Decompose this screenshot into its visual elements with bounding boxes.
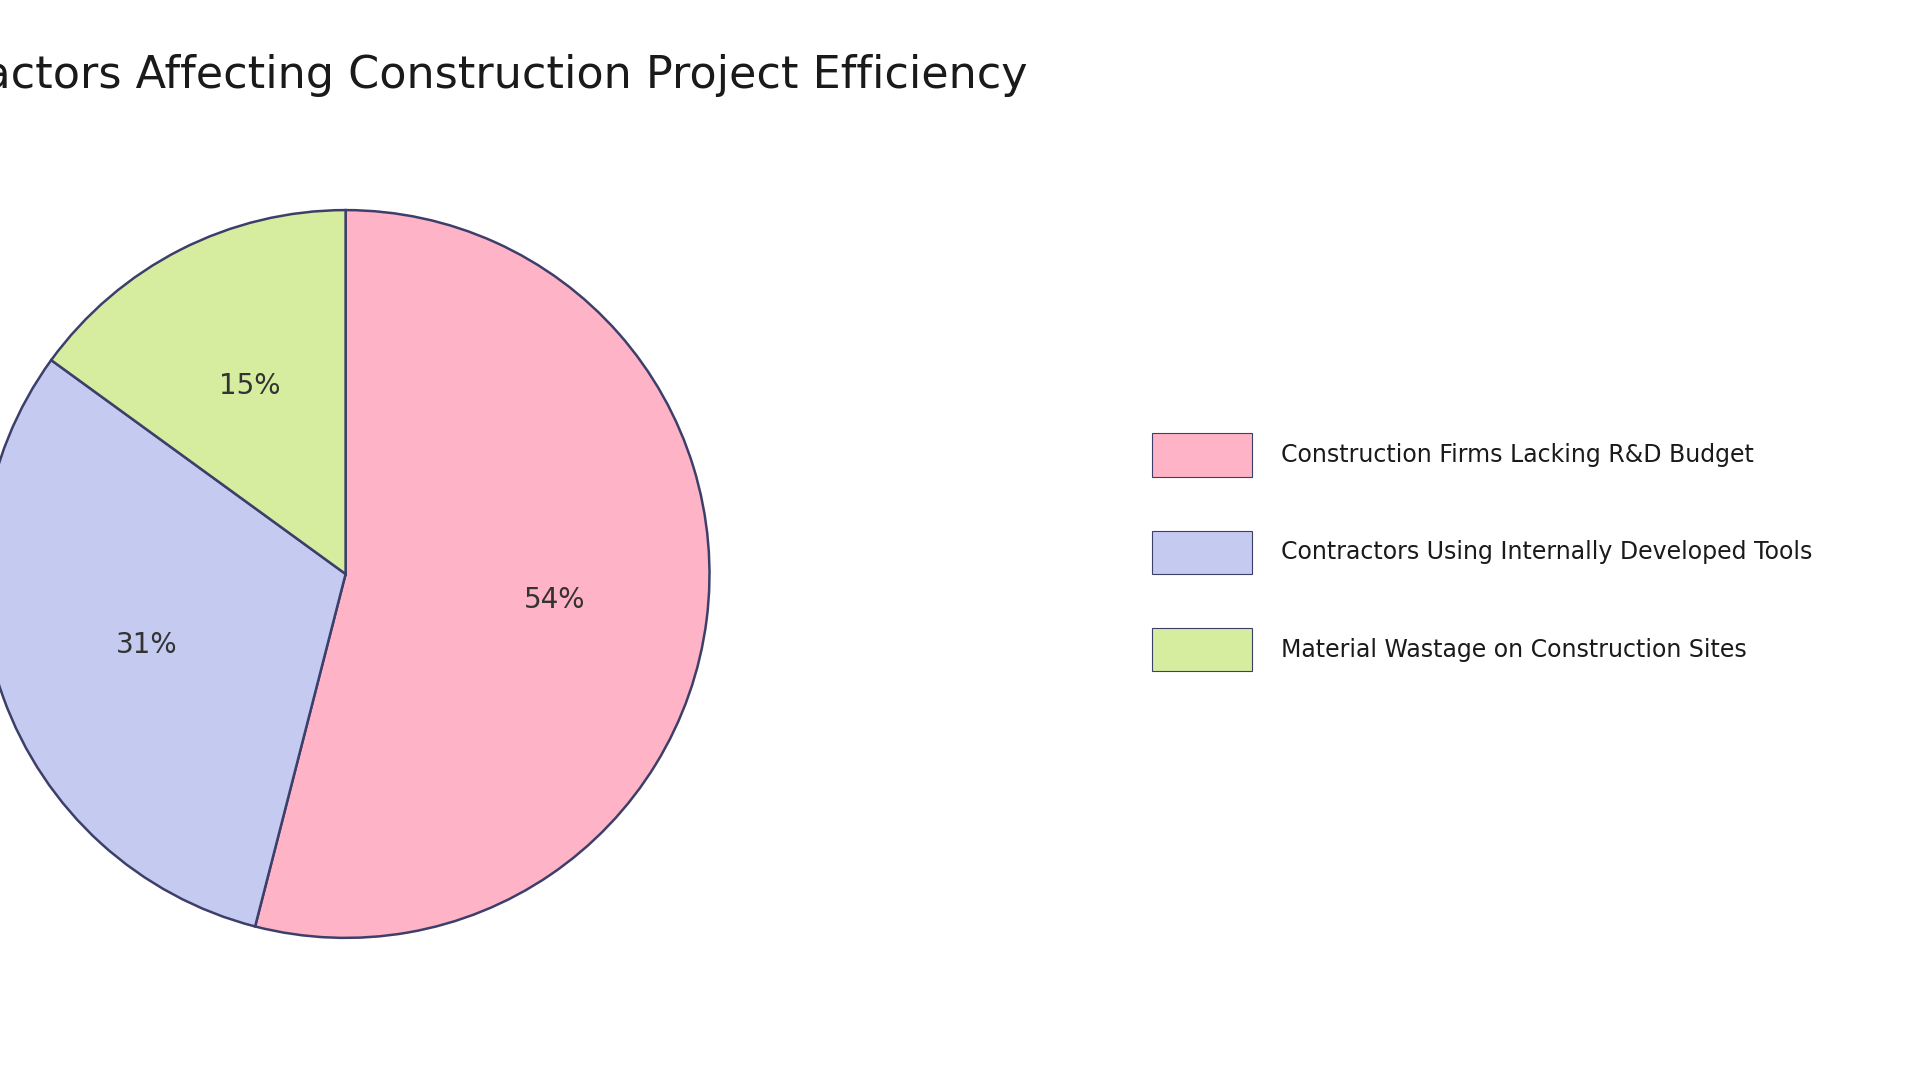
Text: Construction Firms Lacking R&D Budget: Construction Firms Lacking R&D Budget [1281, 443, 1753, 467]
Wedge shape [0, 361, 346, 926]
Text: 31%: 31% [117, 631, 179, 660]
Text: 54%: 54% [524, 586, 586, 614]
FancyBboxPatch shape [1152, 628, 1252, 671]
FancyBboxPatch shape [1152, 433, 1252, 477]
FancyBboxPatch shape [1152, 531, 1252, 574]
Text: Contractors Using Internally Developed Tools: Contractors Using Internally Developed T… [1281, 540, 1812, 564]
Text: Material Wastage on Construction Sites: Material Wastage on Construction Sites [1281, 638, 1747, 662]
Text: 15%: 15% [219, 371, 280, 400]
Wedge shape [255, 210, 710, 938]
Text: Factors Affecting Construction Project Efficiency: Factors Affecting Construction Project E… [0, 54, 1027, 97]
Wedge shape [52, 210, 346, 574]
